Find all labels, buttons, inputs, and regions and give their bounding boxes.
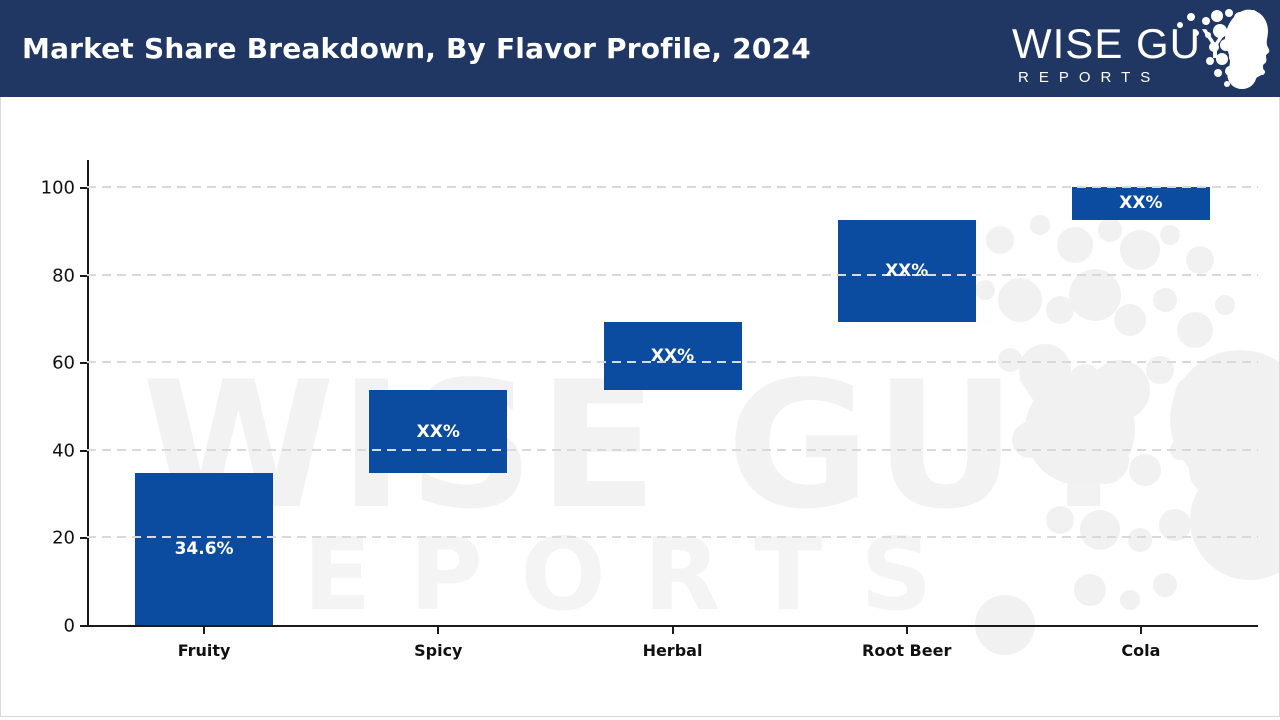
watermark-dot	[1074, 574, 1106, 606]
watermark-dot	[1129, 454, 1161, 486]
gridline	[87, 273, 1258, 276]
y-tick-label: 100	[40, 177, 75, 199]
watermark-dot	[1160, 225, 1180, 245]
bar-value-label-spicy: XX%	[416, 421, 460, 442]
y-tick-mark	[80, 449, 87, 452]
y-tick-label: 40	[52, 440, 75, 462]
bar-herbal	[603, 321, 742, 391]
watermark-dot	[1120, 590, 1140, 610]
x-tick-mark	[671, 627, 674, 634]
watermark-dot	[1114, 304, 1146, 336]
x-tick-mark	[1139, 627, 1142, 634]
watermark-dot	[1146, 356, 1174, 384]
watermark-dot	[1159, 509, 1191, 541]
gridline	[87, 448, 1258, 451]
watermark-dot	[998, 278, 1042, 322]
watermark-dot	[1153, 573, 1177, 597]
bar-root-beer	[837, 219, 976, 322]
watermark-dot	[1177, 312, 1213, 348]
watermark-dot	[1128, 528, 1152, 552]
watermark-subtext: REPORTS	[188, 516, 971, 633]
watermark-dot	[1190, 460, 1280, 580]
gridline	[87, 536, 1258, 539]
x-category-label-fruity: Fruity	[177, 641, 231, 660]
gridline	[87, 361, 1258, 364]
y-tick-label: 80	[52, 265, 75, 287]
y-tick-label: 0	[63, 615, 75, 637]
x-tick-mark	[905, 627, 908, 634]
y-tick-label: 60	[52, 352, 75, 374]
x-category-label-herbal: Herbal	[642, 641, 703, 660]
watermark-dot	[1215, 295, 1235, 315]
y-tick-mark	[80, 625, 87, 627]
gridline	[87, 186, 1258, 188]
watermark-dot	[1186, 246, 1214, 274]
logo-face-silhouette	[1225, 9, 1270, 89]
bar-value-label-cola: XX%	[1119, 193, 1163, 214]
watermark-dot	[975, 280, 995, 300]
y-tick-mark	[80, 274, 87, 277]
y-tick-mark	[80, 537, 87, 540]
bar-fruity	[135, 473, 274, 625]
watermark-dot	[1069, 269, 1121, 321]
watermark-dot	[1098, 218, 1122, 242]
bar-cola	[1071, 187, 1210, 220]
header-band: Market Share Breakdown, By Flavor Profil…	[0, 0, 1280, 97]
x-category-label-root-beer: Root Beer	[862, 641, 952, 660]
bar-value-label-fruity: 34.6%	[174, 539, 234, 560]
watermark-dot	[1120, 230, 1160, 270]
watermark-dot	[1057, 227, 1093, 263]
logo-subtext: REPORTS	[1018, 69, 1160, 86]
y-tick-mark	[80, 187, 87, 189]
x-category-label-spicy: Spicy	[414, 641, 463, 660]
y-axis-line	[87, 160, 89, 627]
y-tick-mark	[80, 362, 87, 365]
watermark-dot	[986, 226, 1014, 254]
logo-wordmark: WISE GUY	[1012, 20, 1230, 67]
bar-value-label-herbal: XX%	[650, 346, 695, 367]
bar-spicy	[369, 390, 508, 474]
x-tick-mark	[437, 627, 440, 634]
watermark-dot	[998, 348, 1022, 372]
bar-value-label-root-beer: XX%	[885, 260, 929, 281]
wise-guy-reports-logo: WISE GUY REPORTS	[1012, 8, 1270, 89]
x-tick-mark	[203, 627, 206, 634]
watermark-dot	[1046, 506, 1074, 534]
chart-title: Market Share Breakdown, By Flavor Profil…	[22, 32, 811, 65]
chart-plot-area: WISE GUY REPORTS 0 20 40 60 80 100 34.6% Fruity…	[0, 97, 1280, 716]
y-tick-label: 20	[52, 527, 75, 549]
watermark-dot	[1030, 215, 1050, 235]
x-category-label-cola: Cola	[1121, 641, 1161, 660]
watermark-dot	[1080, 510, 1120, 550]
x-axis-line	[87, 625, 1258, 627]
watermark-dot	[1153, 288, 1177, 312]
watermark-dot	[1025, 375, 1135, 485]
